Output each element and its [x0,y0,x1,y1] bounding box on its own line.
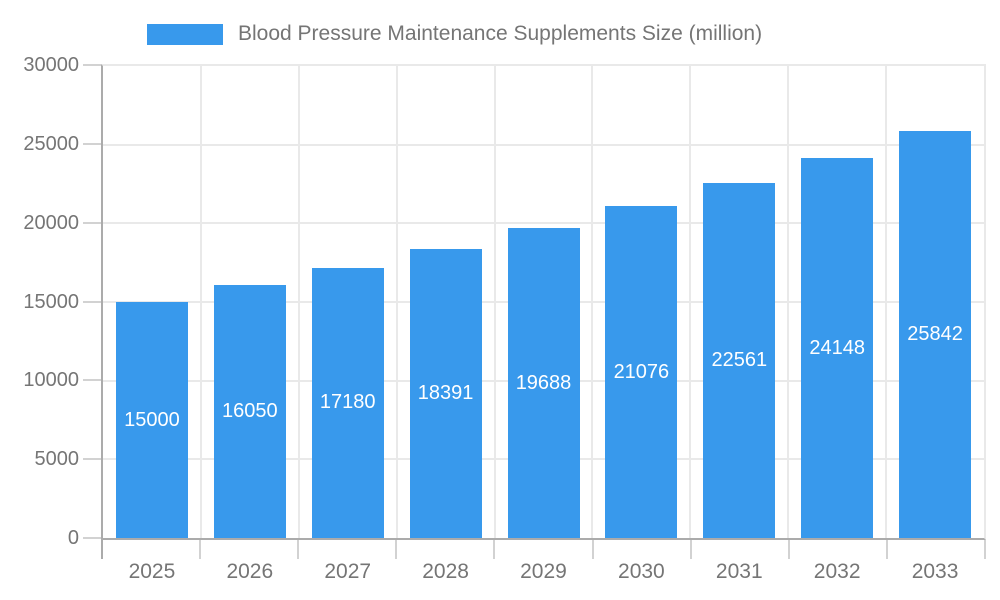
x-axis-label: 2027 [324,560,372,583]
legend-swatch [147,23,223,45]
bar-value-label: 25842 [907,323,963,346]
x-axis-tick [493,540,496,559]
bar-value-label: 22561 [711,349,768,372]
x-axis-label: 2032 [813,560,861,583]
y-axis-label: 10000 [23,369,79,392]
y-axis-label: 25000 [23,132,79,155]
bar-value-label: 16050 [222,400,278,423]
y-axis-tick [83,300,101,303]
gridline-vertical [297,66,300,538]
x-axis-tick [199,540,202,559]
x-axis-label: 2033 [911,560,959,583]
x-axis-tick [395,540,398,559]
gridline-vertical [493,66,496,538]
y-axis-tick [83,379,101,382]
y-axis-tick [83,537,101,539]
bar-value-label: 15000 [124,408,180,431]
bar-2030: 21076 [605,206,678,538]
x-axis-label: 2025 [128,560,176,583]
bar-2032: 24148 [801,158,874,538]
plot-area: 15000 16050 17180 18391 19688 21076 22561 24148… [101,64,986,540]
bar-2028: 18391 [409,248,482,538]
x-axis-tick [787,540,790,559]
gridline-vertical [199,66,202,538]
y-axis-label: 15000 [23,290,79,313]
y-axis-label: 20000 [23,211,79,234]
bar-value-label: 18391 [417,381,474,404]
x-axis-tick [297,540,300,559]
y-axis-label: 0 [67,527,79,549]
bar-value-label: 19688 [515,371,572,394]
bar-2031: 22561 [703,183,776,538]
x-axis-label: 2026 [226,560,274,583]
y-axis-tick [83,458,101,461]
x-axis-label: 2031 [715,560,763,583]
x-axis-label: 2028 [422,560,469,583]
bar-value-label: 24148 [809,336,865,359]
gridline-vertical [591,66,594,538]
x-axis-label: 2029 [520,560,567,583]
x-axis-tick [689,540,692,559]
gridline-vertical [689,66,692,538]
bar-2025: 15000 [115,302,188,538]
bar-2029: 19688 [507,228,580,538]
y-axis-label: 5000 [34,448,80,471]
x-axis-tick [885,540,888,559]
gridline-vertical [885,66,888,538]
y-axis-label: 30000 [23,54,79,76]
gridline-horizontal [103,222,984,225]
bar-2027: 17180 [311,267,384,538]
x-axis-tick [984,540,986,559]
y-axis-tick [83,221,101,224]
legend-label: Blood Pressure Maintenance Supplements S… [238,22,763,45]
bar-value-label: 21076 [613,360,670,383]
bar-2026: 16050 [213,285,286,538]
bar-2033: 25842 [899,131,972,538]
x-axis-tick [101,540,103,559]
x-axis-tick [591,540,594,559]
gridline-horizontal [103,143,984,146]
gridline-vertical [395,66,398,538]
y-axis-tick [83,64,101,66]
bar-value-label: 17180 [319,391,376,414]
gridline-vertical [787,66,790,538]
legend[interactable]: Blood Pressure Maintenance Supplements S… [147,22,762,46]
x-axis-label: 2030 [618,560,665,583]
y-axis-tick [83,142,101,145]
